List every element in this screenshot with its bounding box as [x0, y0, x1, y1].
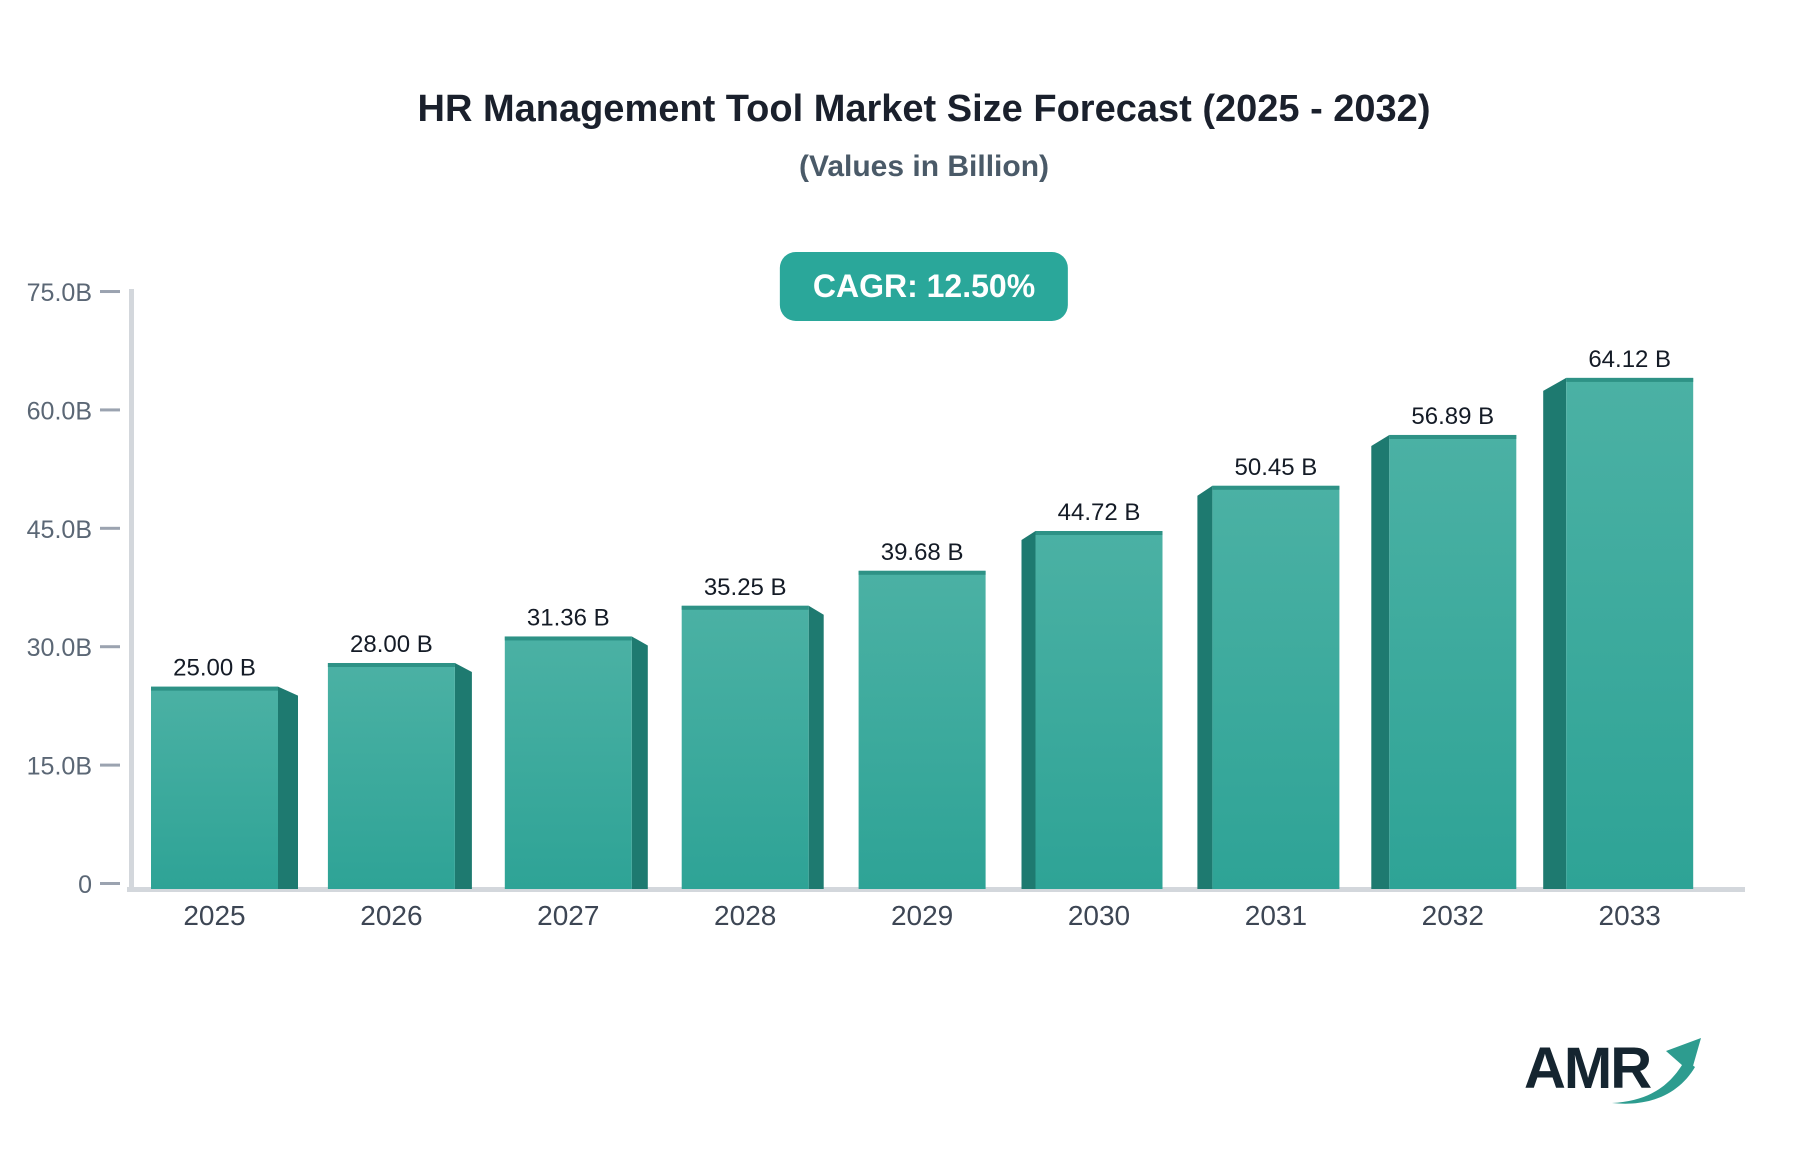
y-tick-mark [100, 763, 120, 767]
bar-value-label: 44.72 B [1058, 499, 1141, 526]
bar-value-label: 31.36 B [527, 604, 610, 631]
x-axis-line [127, 887, 1745, 892]
bar-front-face [1212, 485, 1340, 889]
y-axis-tick-label: 0 [78, 871, 92, 899]
bar-group-2027: 31.36 B 2027 [504, 604, 648, 931]
x-axis-category-label: 2032 [1422, 900, 1484, 931]
bar-value-label: 25.00 B [173, 655, 256, 682]
bar-group-2032: 56.89 B 2032 [1371, 403, 1517, 931]
y-tick-mark [100, 882, 120, 885]
bar-group-2028: 35.25 B 2028 [681, 574, 824, 931]
y-tick-mark [100, 526, 120, 530]
chart-title: HR Management Tool Market Size Forecast … [417, 88, 1431, 130]
y-axis-tick-label: 15.0B [27, 753, 92, 781]
bar-top-edge [1212, 485, 1340, 490]
bar-group-2031: 50.45 B 2031 [1197, 454, 1340, 931]
bar-value-label: 39.68 B [881, 539, 964, 566]
bar-value-label: 56.89 B [1411, 403, 1494, 430]
y-axis-line [129, 289, 134, 892]
amr-logo-text: AMR [1524, 1036, 1651, 1101]
chart-subtitle: (Values in Billion) [798, 150, 1050, 183]
bar-top-edge [1566, 377, 1694, 382]
bar-top-edge [858, 570, 986, 575]
bar-front-face [327, 662, 455, 889]
bar-group-2033: 64.12 B 2033 [1543, 346, 1694, 931]
bar-front-face [1566, 377, 1694, 889]
x-axis-category-label: 2028 [714, 900, 776, 931]
bar-front-face [1389, 434, 1517, 889]
bar-front-face [504, 636, 632, 889]
growth-arrow-icon [1612, 1038, 1701, 1104]
bar-group-2030: 44.72 B 2030 [1021, 499, 1163, 931]
cagr-badge: CAGR: 12.50% [779, 252, 1069, 321]
x-axis-category-label: 2029 [891, 900, 953, 931]
x-axis-category-label: 2026 [360, 900, 422, 931]
y-axis-tick-label: 60.0B [27, 397, 92, 425]
bar-top-edge [504, 636, 632, 641]
amr-logo: AMR [1518, 1024, 1728, 1119]
bar-top-edge [681, 605, 809, 610]
bar-value-label: 64.12 B [1588, 346, 1671, 373]
x-axis-category-label: 2025 [183, 900, 245, 931]
y-tick-mark [100, 645, 120, 649]
bar-side-face [1021, 531, 1036, 889]
bar-top-edge [327, 662, 455, 667]
y-tick-mark [100, 290, 120, 294]
bar-value-label: 50.45 B [1235, 454, 1318, 481]
bar-front-face [151, 686, 278, 889]
bar-front-face [858, 570, 986, 889]
x-axis-category-label: 2027 [537, 900, 599, 931]
bar-side-face [454, 662, 472, 889]
bar-group-2029: 39.68 B 2029 [858, 539, 986, 931]
y-tick-mark [100, 408, 120, 412]
bar-top-edge [151, 686, 278, 691]
bar-front-face [681, 605, 809, 889]
bar-side-face [278, 686, 298, 889]
bar-side-face [1543, 377, 1567, 889]
bar-side-face [1197, 485, 1213, 889]
y-axis-tick-label: 45.0B [27, 516, 92, 544]
bar-group-2026: 28.00 B 2026 [327, 631, 472, 931]
bar-top-edge [1389, 434, 1517, 439]
x-axis-category-label: 2033 [1599, 900, 1661, 931]
x-axis-category-label: 2030 [1068, 900, 1130, 931]
y-axis-tick-label: 30.0B [27, 634, 92, 662]
bar-value-label: 28.00 B [350, 631, 433, 658]
bar-side-face [808, 605, 824, 889]
bar-front-face [1035, 531, 1163, 889]
bar-group-2025: 25.00 B 2025 [151, 655, 298, 931]
x-axis-category-label: 2031 [1245, 900, 1307, 931]
y-axis-tick-label: 75.0B [27, 279, 92, 307]
bar-side-face [631, 636, 648, 889]
bar-side-face [1371, 434, 1390, 889]
bar-value-label: 35.25 B [704, 574, 787, 601]
bar-top-edge [1035, 531, 1163, 536]
